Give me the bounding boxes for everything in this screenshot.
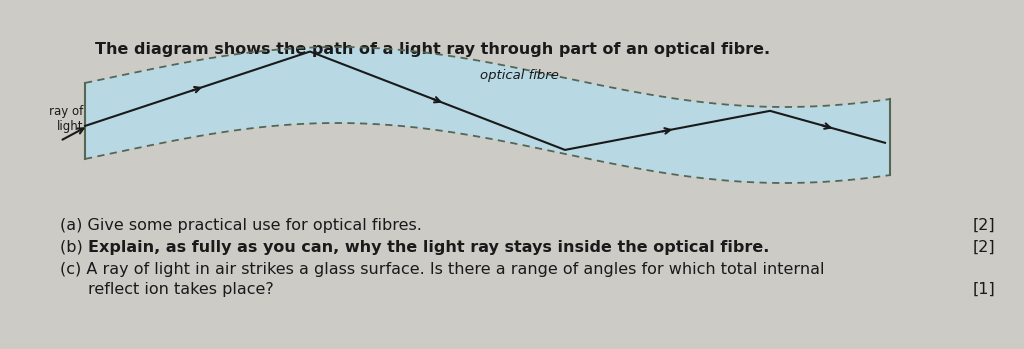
Text: Explain, as fully as you can, why the light ray stays inside the optical fibre.: Explain, as fully as you can, why the li… [88,240,769,255]
Text: reflect ion takes place?: reflect ion takes place? [88,282,273,297]
Text: (b): (b) [60,240,88,255]
Text: [1]: [1] [972,282,995,297]
Text: (c) A ray of light in air strikes a glass surface. Is there a range of angles fo: (c) A ray of light in air strikes a glas… [60,262,824,277]
Text: (a) Give some practical use for optical fibres.: (a) Give some practical use for optical … [60,218,422,233]
Text: ray of
light: ray of light [49,105,83,133]
Polygon shape [85,47,890,183]
Text: [2]: [2] [973,218,995,233]
Text: optical fibre: optical fibre [480,69,559,82]
Text: [2]: [2] [973,240,995,255]
Text: The diagram shows the path of a light ray through part of an optical fibre.: The diagram shows the path of a light ra… [95,42,770,57]
